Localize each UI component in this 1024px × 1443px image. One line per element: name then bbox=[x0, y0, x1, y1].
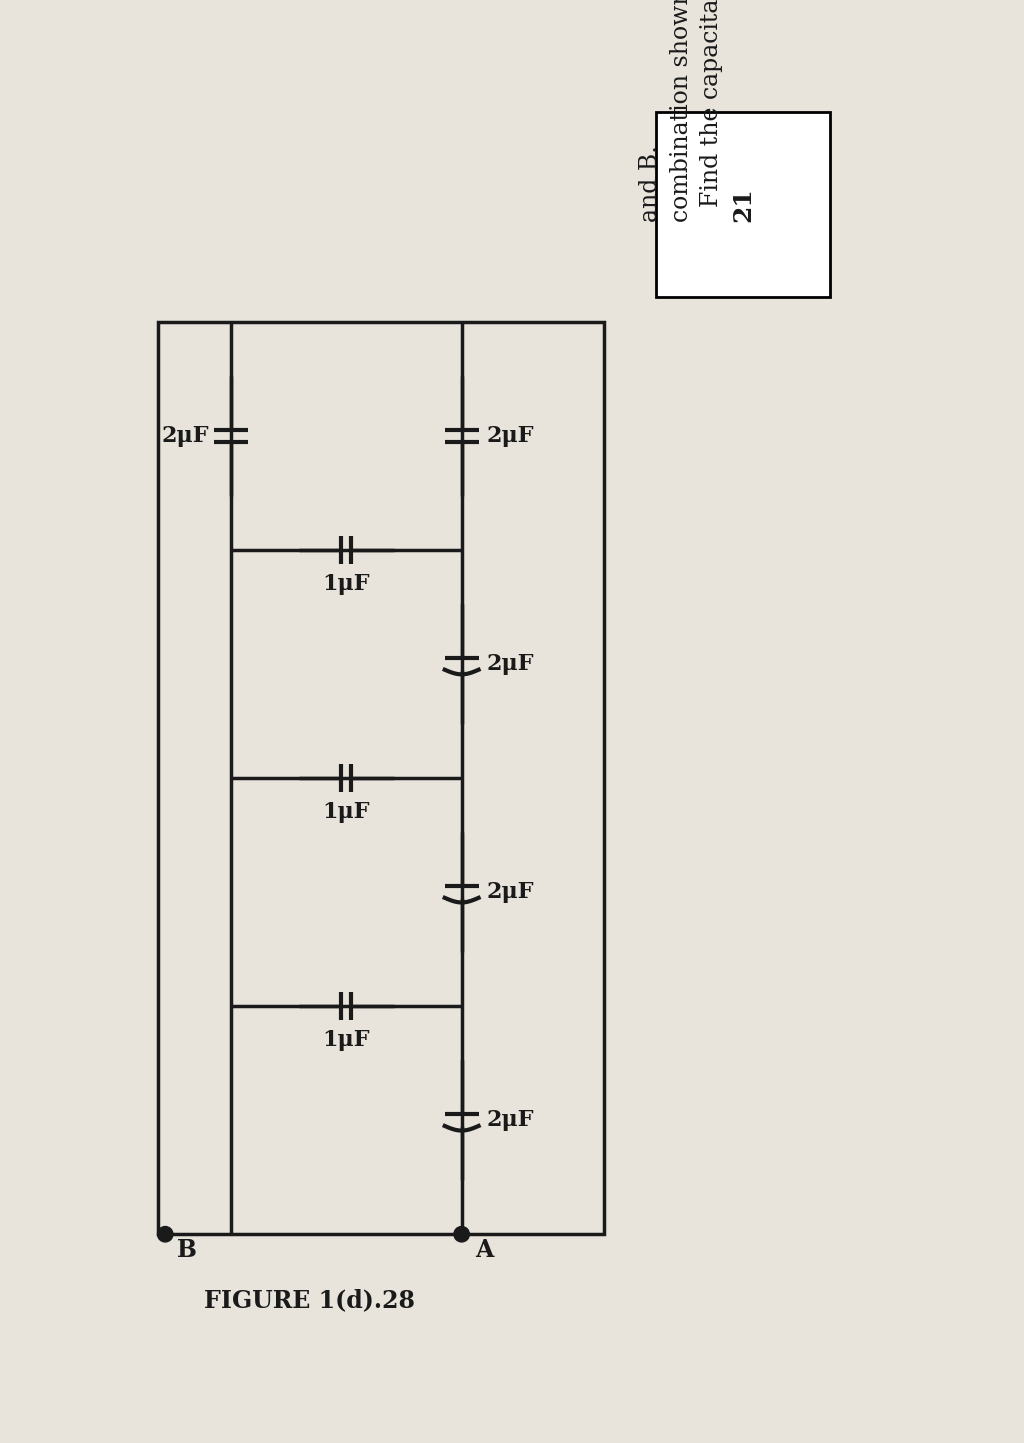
Text: Example: Example bbox=[762, 104, 785, 222]
Text: 2μF: 2μF bbox=[486, 882, 534, 903]
Text: 21: 21 bbox=[731, 188, 755, 222]
Bar bbox=[158, 322, 604, 1234]
Circle shape bbox=[454, 1227, 469, 1242]
Text: 1μF: 1μF bbox=[323, 801, 370, 823]
Text: Find the capacitance of the: Find the capacitance of the bbox=[700, 0, 723, 222]
Text: 1μF: 1μF bbox=[323, 573, 370, 595]
Text: 2μF: 2μF bbox=[486, 424, 534, 447]
Text: 1μF: 1μF bbox=[323, 1029, 370, 1051]
Circle shape bbox=[158, 1227, 173, 1242]
Text: B: B bbox=[177, 1238, 197, 1263]
Text: 2μF: 2μF bbox=[162, 424, 209, 447]
Text: combination shown in Fig. 1(d).28 between A: combination shown in Fig. 1(d).28 betwee… bbox=[670, 0, 693, 222]
Text: FIGURE 1(d).28: FIGURE 1(d).28 bbox=[204, 1289, 415, 1312]
Text: and B.: and B. bbox=[639, 144, 662, 222]
Text: 2μF: 2μF bbox=[486, 652, 534, 675]
Text: 2μF: 2μF bbox=[486, 1110, 534, 1131]
Text: A: A bbox=[475, 1238, 494, 1263]
